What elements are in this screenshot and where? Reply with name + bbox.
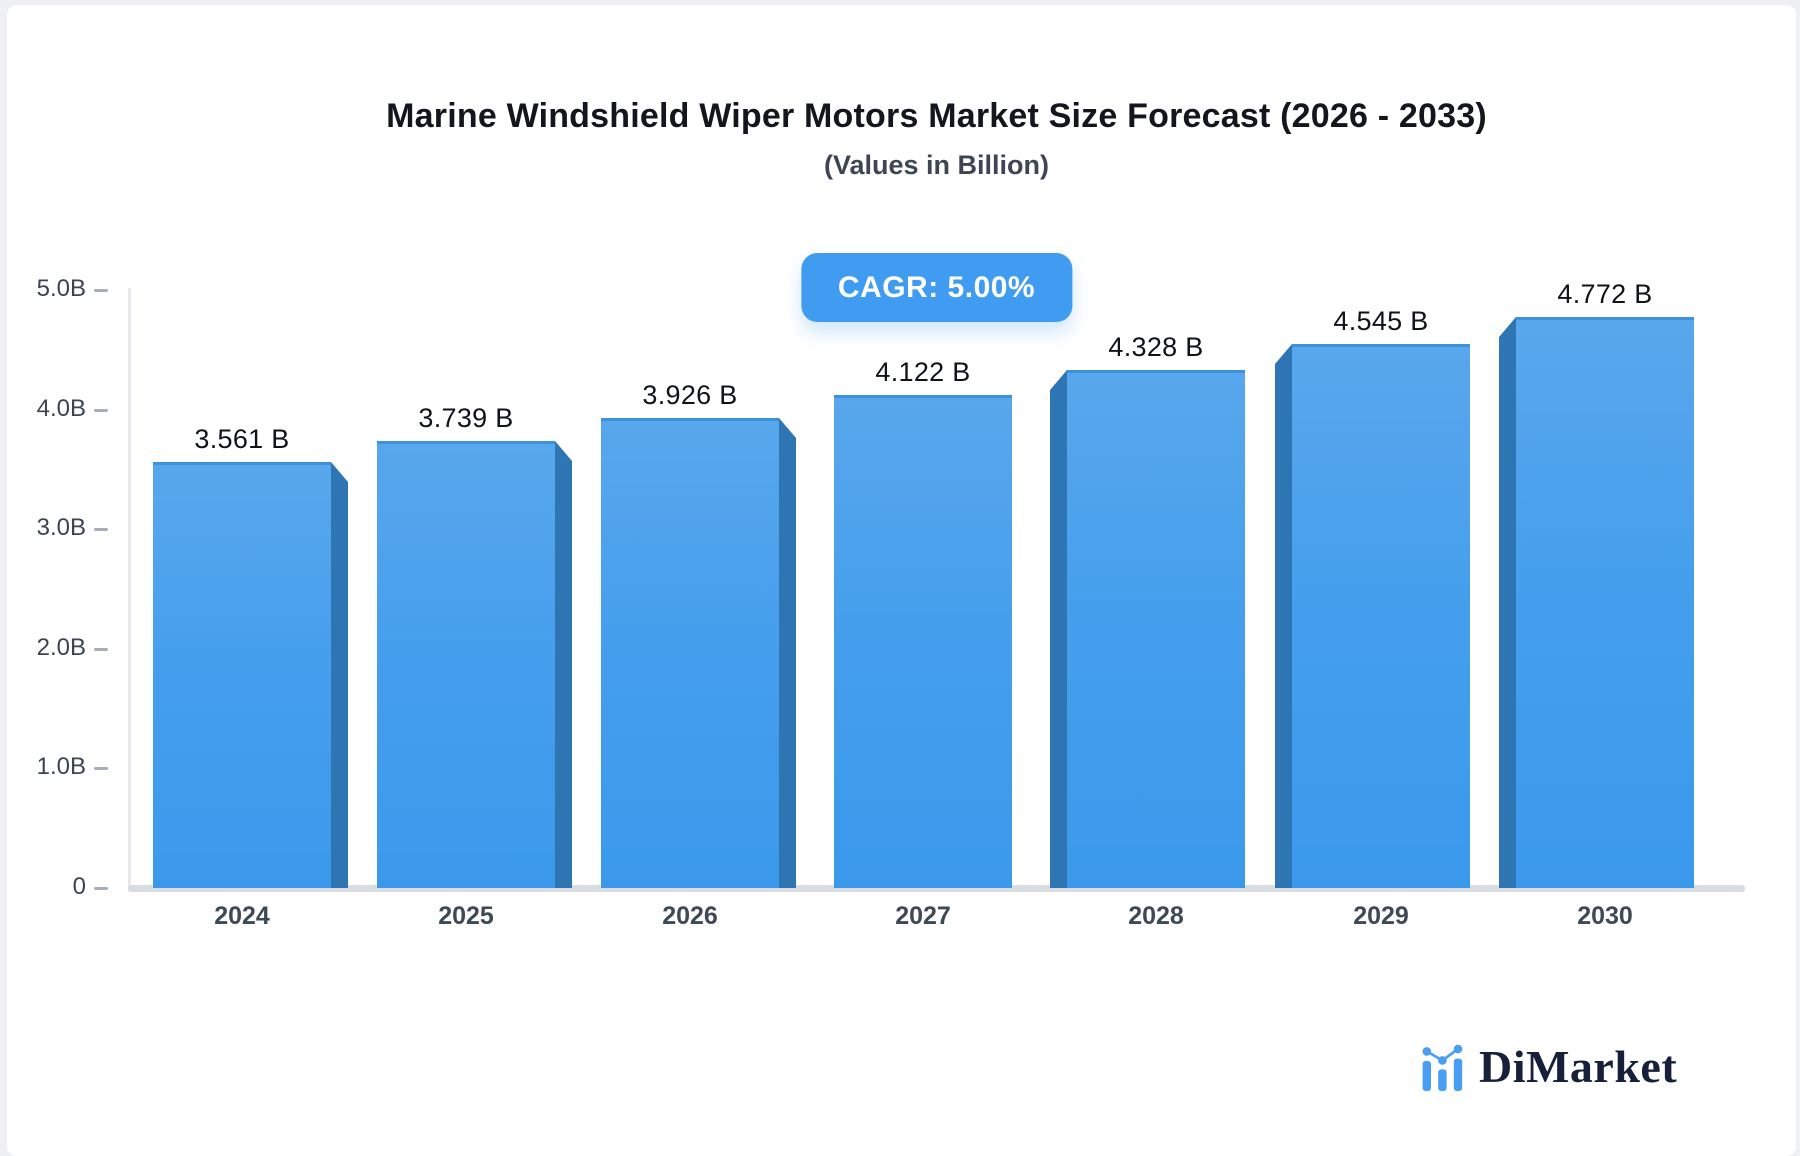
y-tick-label: 4.0B [36,395,86,422]
chart-title: Marine Windshield Wiper Motors Market Si… [386,97,1487,135]
y-axis-line [128,288,131,891]
y-tick-mark [94,648,108,651]
bar-value-label: 3.739 B [418,403,514,433]
y-tick-mark [94,767,108,770]
bar-2030 [1516,317,1694,888]
bar-2025 [377,441,555,888]
y-tick-label: 2.0B [36,634,86,661]
x-axis-label: 2029 [1353,902,1409,930]
y-tick-label: 5.0B [36,275,86,302]
bar-side-face [555,441,572,888]
brand-name: DiMarket [1479,1041,1678,1092]
bar-2028 [1067,370,1245,888]
bar-value-label: 4.545 B [1333,306,1429,336]
cagr-badge: CAGR: 5.00% [800,253,1073,322]
y-tick-mark [94,289,108,292]
bar-side-face [779,418,796,888]
y-tick-mark [94,409,108,412]
x-axis-label: 2030 [1577,902,1633,930]
y-tick-mark [94,887,108,890]
dimarket-logo-icon [1422,1044,1463,1091]
bar-2026 [601,418,779,888]
y-tick-mark [94,528,108,531]
bar-side-face [331,462,348,888]
y-tick-label: 1.0B [36,753,86,780]
bar-2024 [153,462,331,888]
x-axis-label: 2024 [214,902,270,930]
bar-2027 [834,395,1012,888]
chart-subtitle: (Values in Billion) [823,150,1050,180]
x-axis-label: 2028 [1128,902,1184,930]
bar-value-label: 4.328 B [1108,332,1204,362]
bar-side-face [1275,344,1292,888]
bar-side-face [1499,317,1516,888]
bar-2029 [1292,344,1470,888]
brand-watermark: DiMarket [1420,1040,1677,1093]
bar-side-face [1050,370,1067,888]
x-axis-baseline [128,885,1745,892]
x-axis-label: 2026 [662,902,718,930]
bar-value-label: 4.772 B [1557,279,1653,309]
bar-value-label: 3.926 B [642,380,738,410]
y-tick-label: 3.0B [36,514,86,541]
bar-value-label: 4.122 B [875,357,971,387]
bar-value-label: 3.561 B [194,424,290,454]
y-tick-label: 0 [72,873,86,900]
x-axis-label: 2027 [895,902,951,930]
x-axis-label: 2025 [438,902,494,930]
